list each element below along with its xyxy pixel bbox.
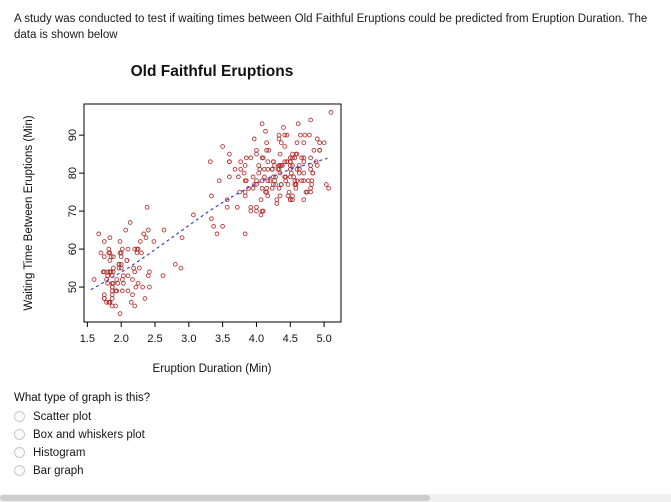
svg-text:90: 90 (67, 129, 79, 141)
option-label: Scatter plot (33, 410, 92, 423)
intro-text: A study was conducted to test if waiting… (14, 13, 648, 41)
data-points (91, 109, 334, 316)
svg-text:50: 50 (67, 281, 79, 293)
svg-text:60: 60 (67, 243, 79, 255)
svg-text:4.0: 4.0 (249, 333, 264, 345)
x-axis-label: Eruption Duration (Min) (153, 363, 272, 375)
radio-button-icon[interactable] (14, 465, 25, 477)
trend-line (90, 157, 328, 290)
question-text: What type of graph is this? (14, 391, 151, 404)
svg-text:2.0: 2.0 (114, 333, 129, 345)
answer-option-box-and-whiskers[interactable]: Box and whiskers plot (14, 429, 671, 441)
option-label: Histogram (33, 446, 86, 459)
horizontal-scrollbar[interactable] (0, 494, 671, 502)
svg-text:1.5: 1.5 (80, 333, 95, 345)
scrollbar-thumb[interactable] (0, 495, 430, 501)
plot-frame (83, 103, 342, 323)
radio-button-icon[interactable] (14, 429, 25, 441)
x-axis-ticks: 1.5 2.0 2.5 3.0 3.5 4.0 4.5 5.0 (80, 321, 332, 345)
answer-option-bar-graph[interactable]: Bar graph (14, 465, 671, 477)
y-axis-label: Waiting Time Between Eruptions (Min) (23, 115, 35, 310)
svg-text:2.5: 2.5 (147, 333, 162, 345)
svg-text:80: 80 (67, 167, 79, 179)
radio-button-icon[interactable] (14, 447, 25, 459)
svg-text:3.5: 3.5 (215, 333, 230, 345)
svg-text:4.5: 4.5 (283, 333, 298, 345)
option-label: Bar graph (33, 464, 84, 477)
answer-option-histogram[interactable]: Histogram (14, 447, 671, 459)
scatter-plot-figure: Old Faithful Eruptions 1.5 2.0 2.5 3.0 3.5 4.… (23, 63, 342, 375)
question-block: What type of graph is this? Scatter plot… (14, 392, 671, 477)
option-label: Box and whiskers plot (33, 428, 145, 441)
radio-button-icon[interactable] (14, 411, 25, 423)
svg-text:70: 70 (67, 205, 79, 217)
svg-text:5.0: 5.0 (316, 333, 331, 345)
svg-text:3.0: 3.0 (181, 333, 196, 345)
chart-title: Old Faithful Eruptions (131, 63, 294, 80)
answer-option-scatter-plot[interactable]: Scatter plot (14, 411, 671, 423)
y-axis-ticks: 50 60 70 80 90 (67, 129, 84, 293)
